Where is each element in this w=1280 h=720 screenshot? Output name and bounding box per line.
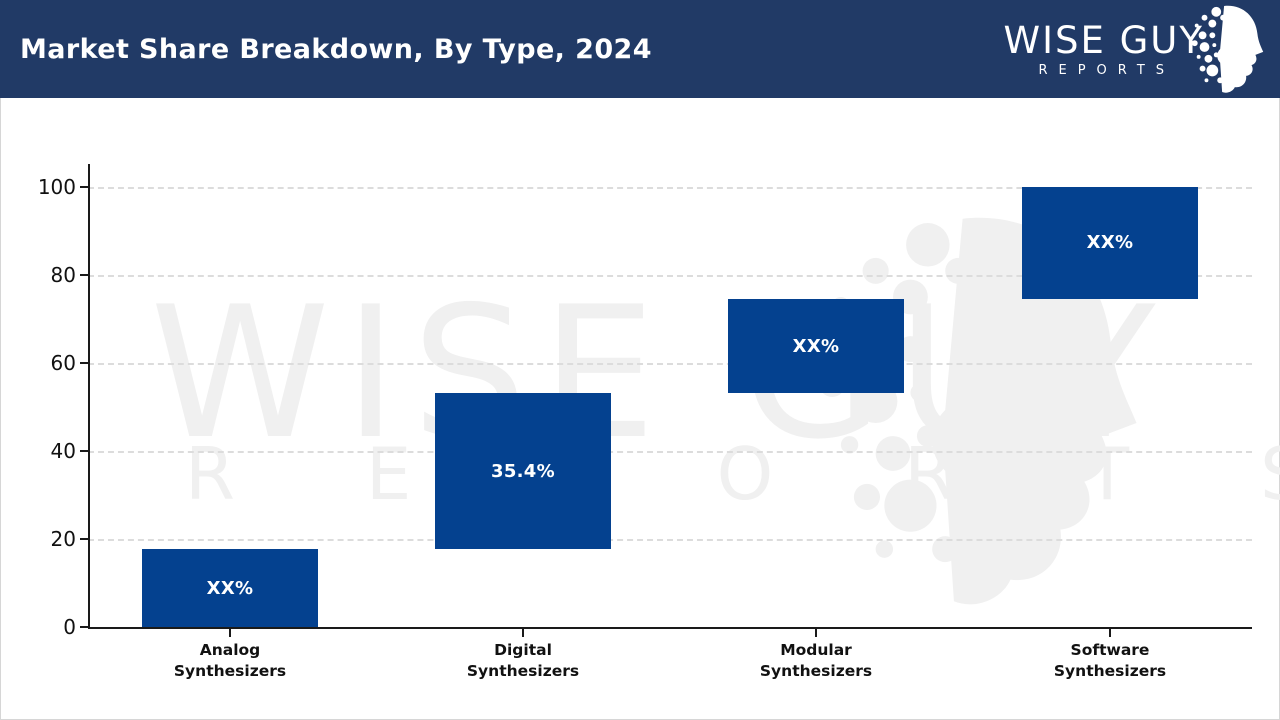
bar-digital: 35.4% [435, 393, 611, 550]
y-tick-label: 60 [50, 350, 76, 375]
x-category-line2: Synthesizers [1053, 662, 1167, 680]
bar-software: XX% [1022, 186, 1198, 300]
x-category-line2: Synthesizers [173, 662, 287, 680]
x-category-line2: Synthesizers [759, 662, 873, 680]
x-category-line2: Synthesizers [466, 662, 580, 680]
x-tick-mark [229, 629, 231, 637]
x-category-line1: Software [1070, 641, 1150, 659]
brand-logo: WISE GUY REPORTS [1004, 4, 1266, 94]
brand-head-icon [1191, 5, 1264, 93]
y-tick-mark [80, 626, 88, 628]
x-tick-mark [1109, 629, 1111, 637]
x-tick-mark [522, 629, 524, 637]
y-tick-label: 80 [50, 262, 76, 287]
x-axis-line [88, 627, 1252, 629]
bar-value-label: 35.4% [491, 460, 555, 482]
bar-analog: XX% [142, 549, 318, 627]
x-category-label: Modular Synthesizers [706, 640, 926, 682]
chart-title: Market Share Breakdown, By Type, 2024 [20, 33, 652, 65]
y-tick-label: 0 [63, 615, 76, 639]
y-tick-mark [80, 361, 88, 364]
brand-logo-text: WISE GUY REPORTS [1003, 18, 1204, 78]
y-axis-line [88, 164, 90, 629]
bar-value-label: XX% [206, 577, 254, 599]
brand-subname: REPORTS [1038, 62, 1176, 78]
x-category-label: Digital Synthesizers [413, 640, 633, 682]
gridline-20 [88, 538, 1252, 541]
x-category-label: Analog Synthesizers [120, 640, 340, 682]
gridline-40 [88, 450, 1252, 453]
bar-value-label: XX% [792, 335, 840, 357]
x-category-label: Software Synthesizers [1000, 640, 1220, 682]
bar-modular: XX% [728, 299, 904, 394]
brand-name: WISE GUY [1003, 18, 1204, 62]
y-tick-label: 40 [50, 438, 76, 463]
y-tick-label: 100 [37, 174, 76, 199]
header-bar: Market Share Breakdown, By Type, 2024 WI… [0, 0, 1280, 98]
x-category-line1: Analog [199, 641, 261, 659]
gridline-60 [88, 362, 1252, 365]
gridline-100 [88, 186, 1252, 189]
y-tick-mark [80, 537, 88, 540]
y-tick-mark [80, 185, 88, 188]
y-tick-mark [80, 273, 88, 276]
x-category-line1: Modular [780, 641, 852, 659]
x-tick-mark [815, 629, 817, 637]
gridline-80 [88, 274, 1252, 277]
y-tick-mark [80, 449, 88, 452]
x-category-line1: Digital [494, 641, 552, 659]
y-tick-label: 20 [50, 526, 76, 551]
bar-value-label: XX% [1086, 232, 1134, 254]
